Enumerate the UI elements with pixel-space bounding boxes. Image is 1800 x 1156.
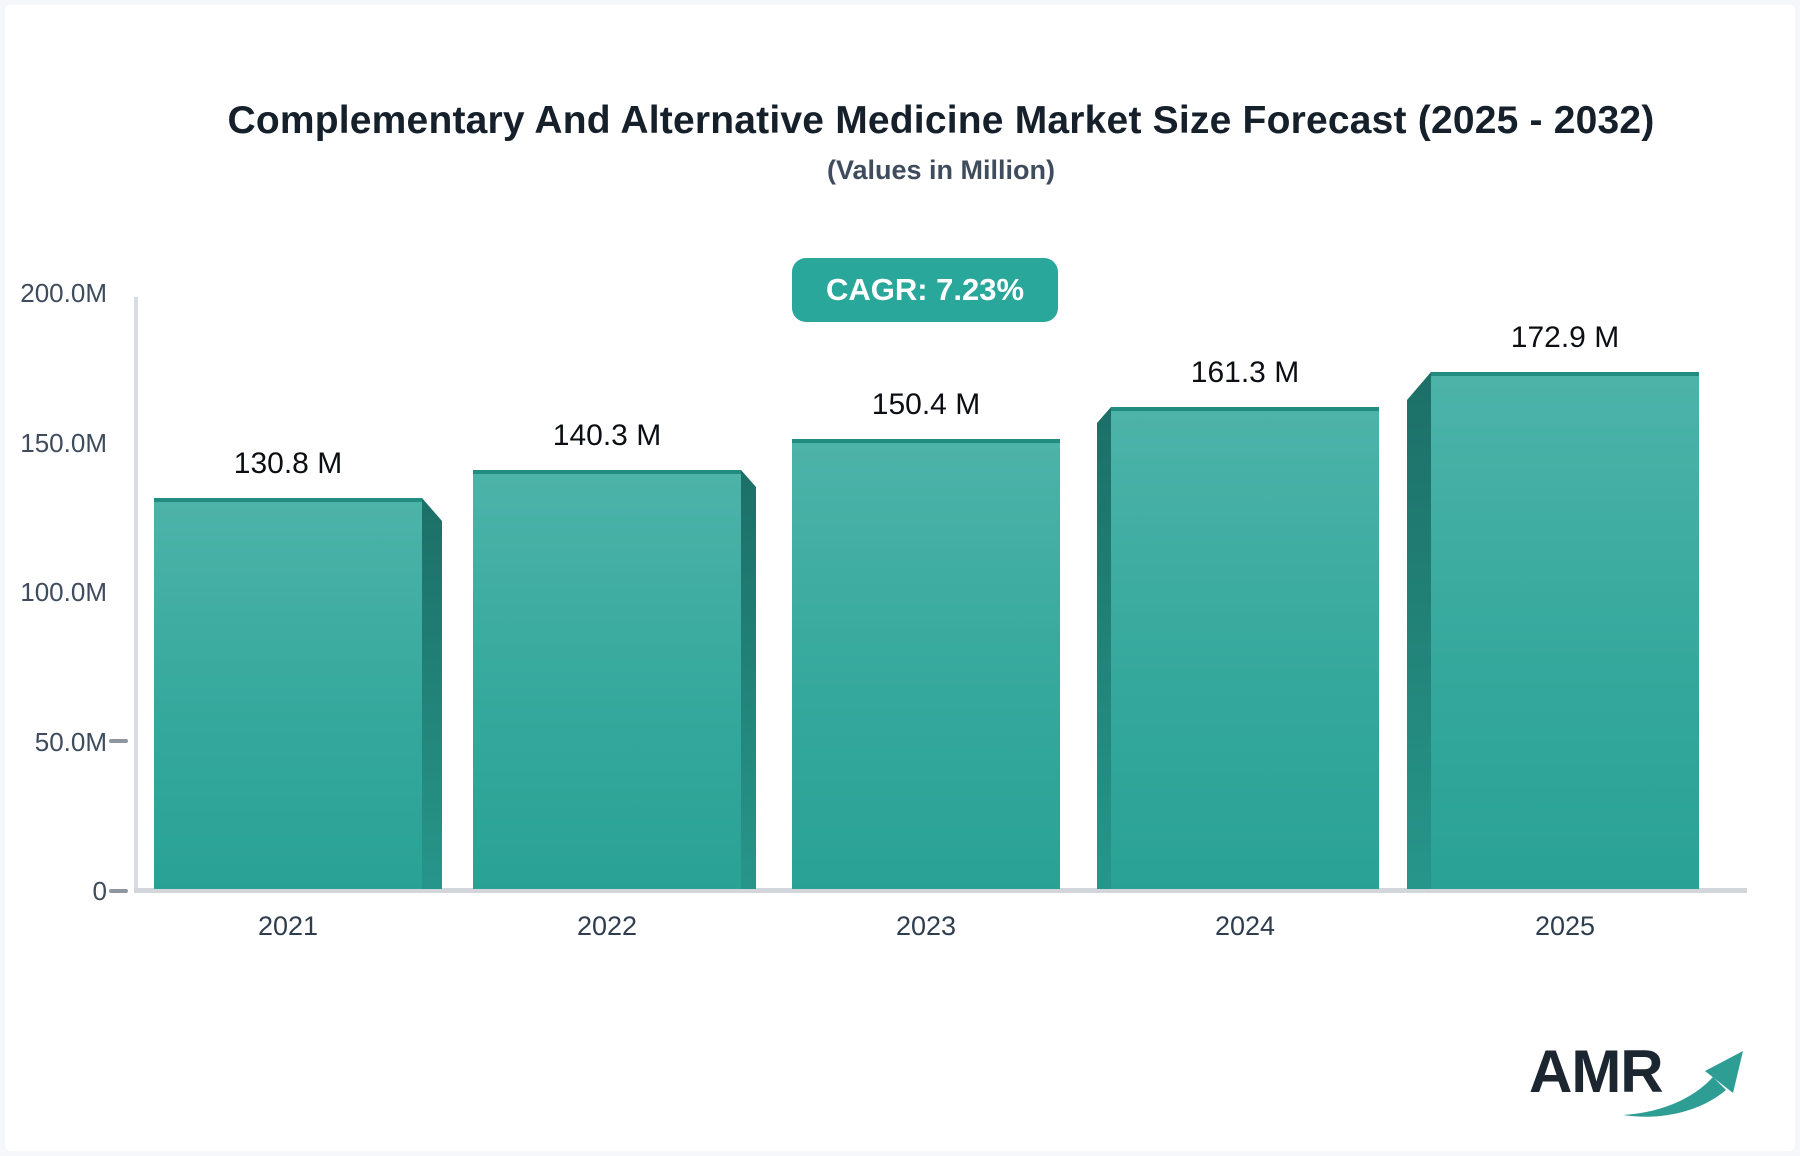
bar <box>154 498 422 889</box>
x-tick-label: 2022 <box>576 911 638 941</box>
y-tick-dash <box>109 739 128 743</box>
y-tick-label: 0 <box>92 876 107 906</box>
y-tick-label: 100.0M <box>20 577 107 607</box>
bar <box>792 439 1060 889</box>
x-tick-label: 2024 <box>1214 911 1276 941</box>
page-title: Complementary And Alternative Medicine M… <box>227 99 1655 142</box>
x-tick-label: 2021 <box>257 911 319 941</box>
chart-card: Complementary And Alternative Medicine M… <box>5 5 1795 1151</box>
x-axis-line <box>134 888 1747 893</box>
y-tick-label: 50.0M <box>34 726 107 757</box>
page-subtitle: (Values in Million) <box>826 155 1056 185</box>
y-tick-dash <box>109 889 128 893</box>
y-axis-line <box>134 297 138 891</box>
amr-logo: AMR <box>1529 1037 1769 1127</box>
bar-value-label: 150.4 M <box>871 388 981 421</box>
bar-value-label: 172.9 M <box>1510 321 1620 354</box>
bar <box>1431 372 1699 889</box>
growth-arrow-icon <box>1623 1051 1743 1117</box>
bar-side-face <box>422 498 442 889</box>
amr-logo-text: AMR <box>1529 1038 1664 1105</box>
x-tick-label: 2025 <box>1534 911 1596 941</box>
bar-side-face <box>1407 372 1431 889</box>
cagr-badge: CAGR: 7.23% <box>792 258 1058 322</box>
y-tick-label: 200.0M <box>20 278 107 308</box>
bar-value-label: 161.3 M <box>1190 356 1300 389</box>
x-tick-label: 2023 <box>895 911 957 941</box>
bar-value-label: 140.3 M <box>552 419 662 452</box>
bar-value-label: 130.8 M <box>233 447 343 480</box>
bar <box>1111 407 1379 889</box>
y-tick-label: 150.0M <box>20 427 107 458</box>
bar-side-face <box>1097 407 1111 889</box>
bar <box>473 470 741 889</box>
bar-side-face <box>741 470 756 889</box>
